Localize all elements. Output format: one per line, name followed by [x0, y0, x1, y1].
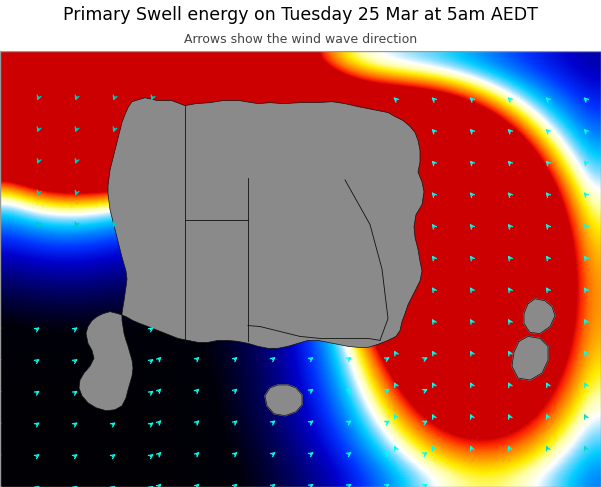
Polygon shape	[79, 98, 424, 411]
Polygon shape	[265, 385, 302, 416]
Text: Primary Swell energy on Tuesday 25 Mar at 5am AEDT: Primary Swell energy on Tuesday 25 Mar a…	[63, 6, 538, 24]
Polygon shape	[524, 299, 555, 334]
Polygon shape	[512, 337, 548, 380]
Text: Arrows show the wind wave direction: Arrows show the wind wave direction	[184, 34, 417, 46]
